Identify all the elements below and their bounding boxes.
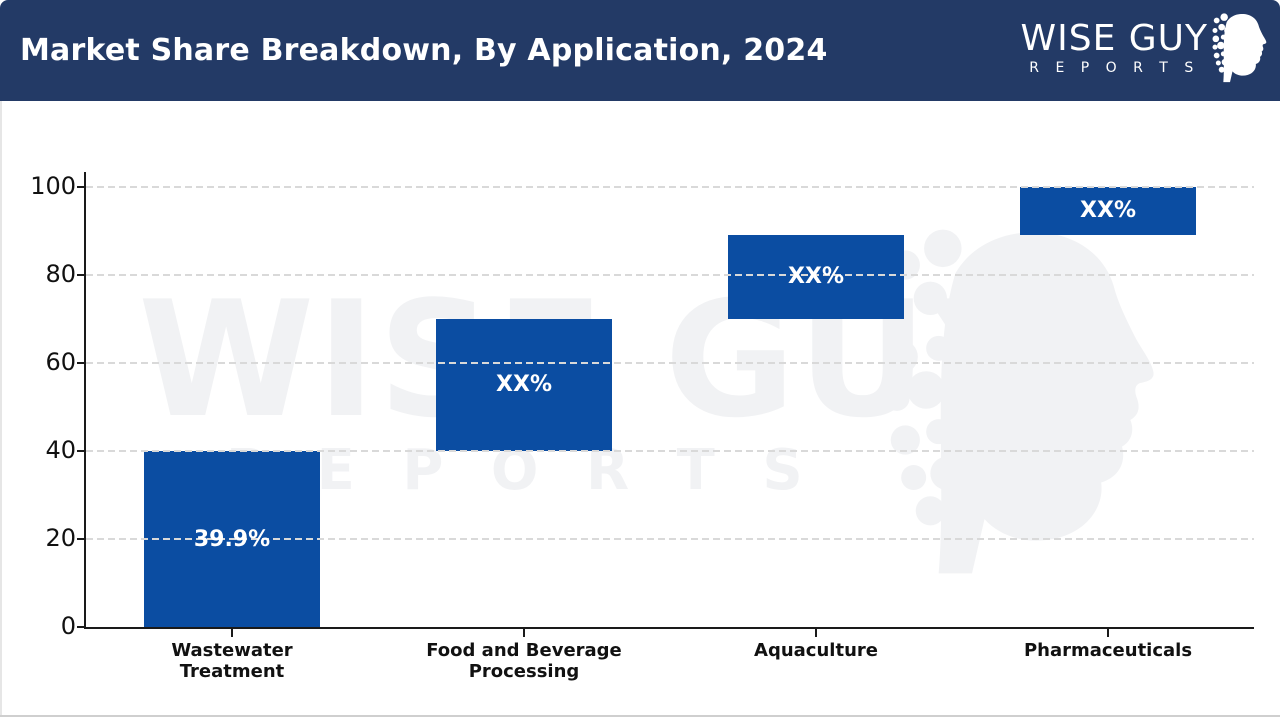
bar-segment-4 bbox=[1020, 186, 1196, 235]
x-category-label-4: Pharmaceuticals bbox=[1023, 640, 1193, 661]
y-tick-label-60: 60 bbox=[45, 347, 76, 376]
x-tick-mark-2 bbox=[523, 629, 525, 637]
gridline-40 bbox=[86, 449, 1254, 452]
y-tick-mark-100 bbox=[77, 185, 85, 188]
left-edge-rule bbox=[0, 101, 2, 715]
brand-wordmark: WISE GUY R E P O R T S bbox=[1021, 20, 1209, 76]
y-tick-mark-40 bbox=[77, 449, 85, 452]
header-bar: Market Share Breakdown, By Application, … bbox=[0, 0, 1280, 101]
x-axis-line bbox=[84, 627, 1254, 629]
page-title: Market Share Breakdown, By Application, … bbox=[20, 33, 828, 68]
y-tick-label-0: 0 bbox=[60, 612, 76, 640]
bar-segment-3 bbox=[728, 234, 904, 319]
y-tick-label-40: 40 bbox=[45, 435, 76, 464]
bottom-edge-rule bbox=[0, 715, 1280, 717]
y-tick-label-20: 20 bbox=[45, 523, 76, 552]
y-tick-mark-80 bbox=[77, 273, 85, 276]
x-tick-mark-1 bbox=[231, 629, 233, 637]
x-tick-mark-3 bbox=[815, 629, 817, 637]
bar-segment-2 bbox=[436, 318, 612, 452]
gridline-80 bbox=[86, 273, 1254, 276]
gridline-20 bbox=[86, 537, 1254, 540]
y-tick-mark-20 bbox=[77, 537, 85, 540]
brand-subtitle: R E P O R T S bbox=[1029, 59, 1200, 76]
x-category-label-2: Food and Beverage Processing bbox=[426, 640, 622, 682]
watermark-subtitle: R E P O R T S bbox=[226, 438, 817, 503]
y-tick-mark-0 bbox=[77, 626, 85, 628]
x-tick-mark-4 bbox=[1107, 629, 1109, 637]
y-tick-mark-60 bbox=[77, 361, 85, 364]
brand-logo: WISE GUY R E P O R T S bbox=[1021, 8, 1271, 88]
x-category-label-1: Wastewater Treatment bbox=[171, 640, 293, 682]
bar-value-label-1: 39.9% bbox=[193, 526, 271, 552]
wise-guy-head-icon bbox=[1212, 13, 1267, 83]
y-axis-line bbox=[84, 171, 86, 629]
y-tick-label-100: 100 bbox=[30, 171, 76, 200]
x-category-label-3: Aquaculture bbox=[754, 640, 878, 661]
gridline-60 bbox=[86, 361, 1254, 364]
brand-name: WISE GUY bbox=[1020, 18, 1208, 60]
y-tick-label-80: 80 bbox=[45, 259, 76, 288]
bar-value-label-4: XX% bbox=[1080, 198, 1136, 224]
bar-value-label-2: XX% bbox=[496, 372, 552, 398]
bar-value-label-3: XX% bbox=[788, 264, 844, 290]
gridline-100 bbox=[86, 185, 1254, 188]
chart-plot-area: 0 20 40 60 80 100 39.9% Wastewater Treatment XX%… bbox=[0, 101, 1280, 716]
watermark-head-icon bbox=[884, 229, 1154, 574]
